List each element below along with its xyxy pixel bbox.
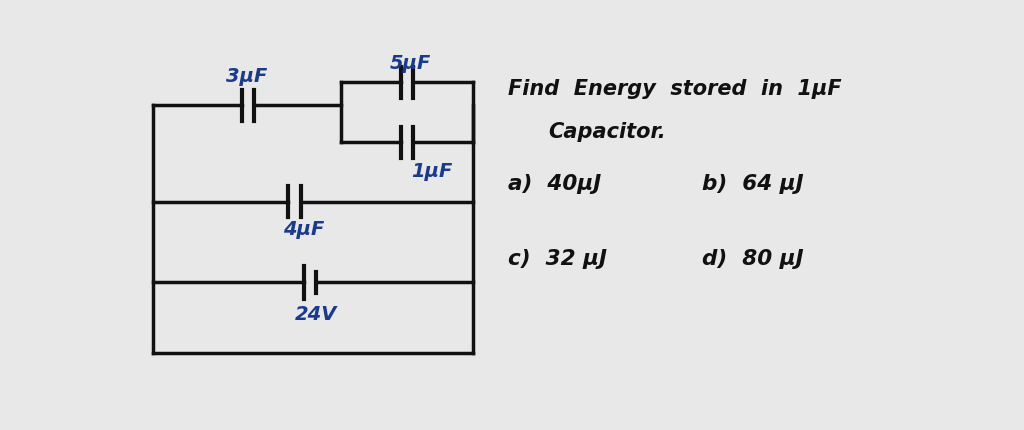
Text: 4μF: 4μF	[284, 219, 325, 238]
Text: 24V: 24V	[295, 304, 338, 323]
Text: Find  Energy  stored  in  1μF: Find Energy stored in 1μF	[508, 79, 842, 99]
Text: 1μF: 1μF	[411, 161, 453, 181]
Text: c)  32 μJ: c) 32 μJ	[508, 248, 607, 268]
Text: 5μF: 5μF	[390, 54, 431, 73]
Text: b)  64 μJ: b) 64 μJ	[701, 174, 803, 194]
Text: d)  80 μJ: d) 80 μJ	[701, 248, 803, 268]
Text: a)  40μJ: a) 40μJ	[508, 174, 601, 194]
Text: 3μF: 3μF	[226, 67, 267, 86]
Text: Capacitor.: Capacitor.	[548, 122, 666, 141]
